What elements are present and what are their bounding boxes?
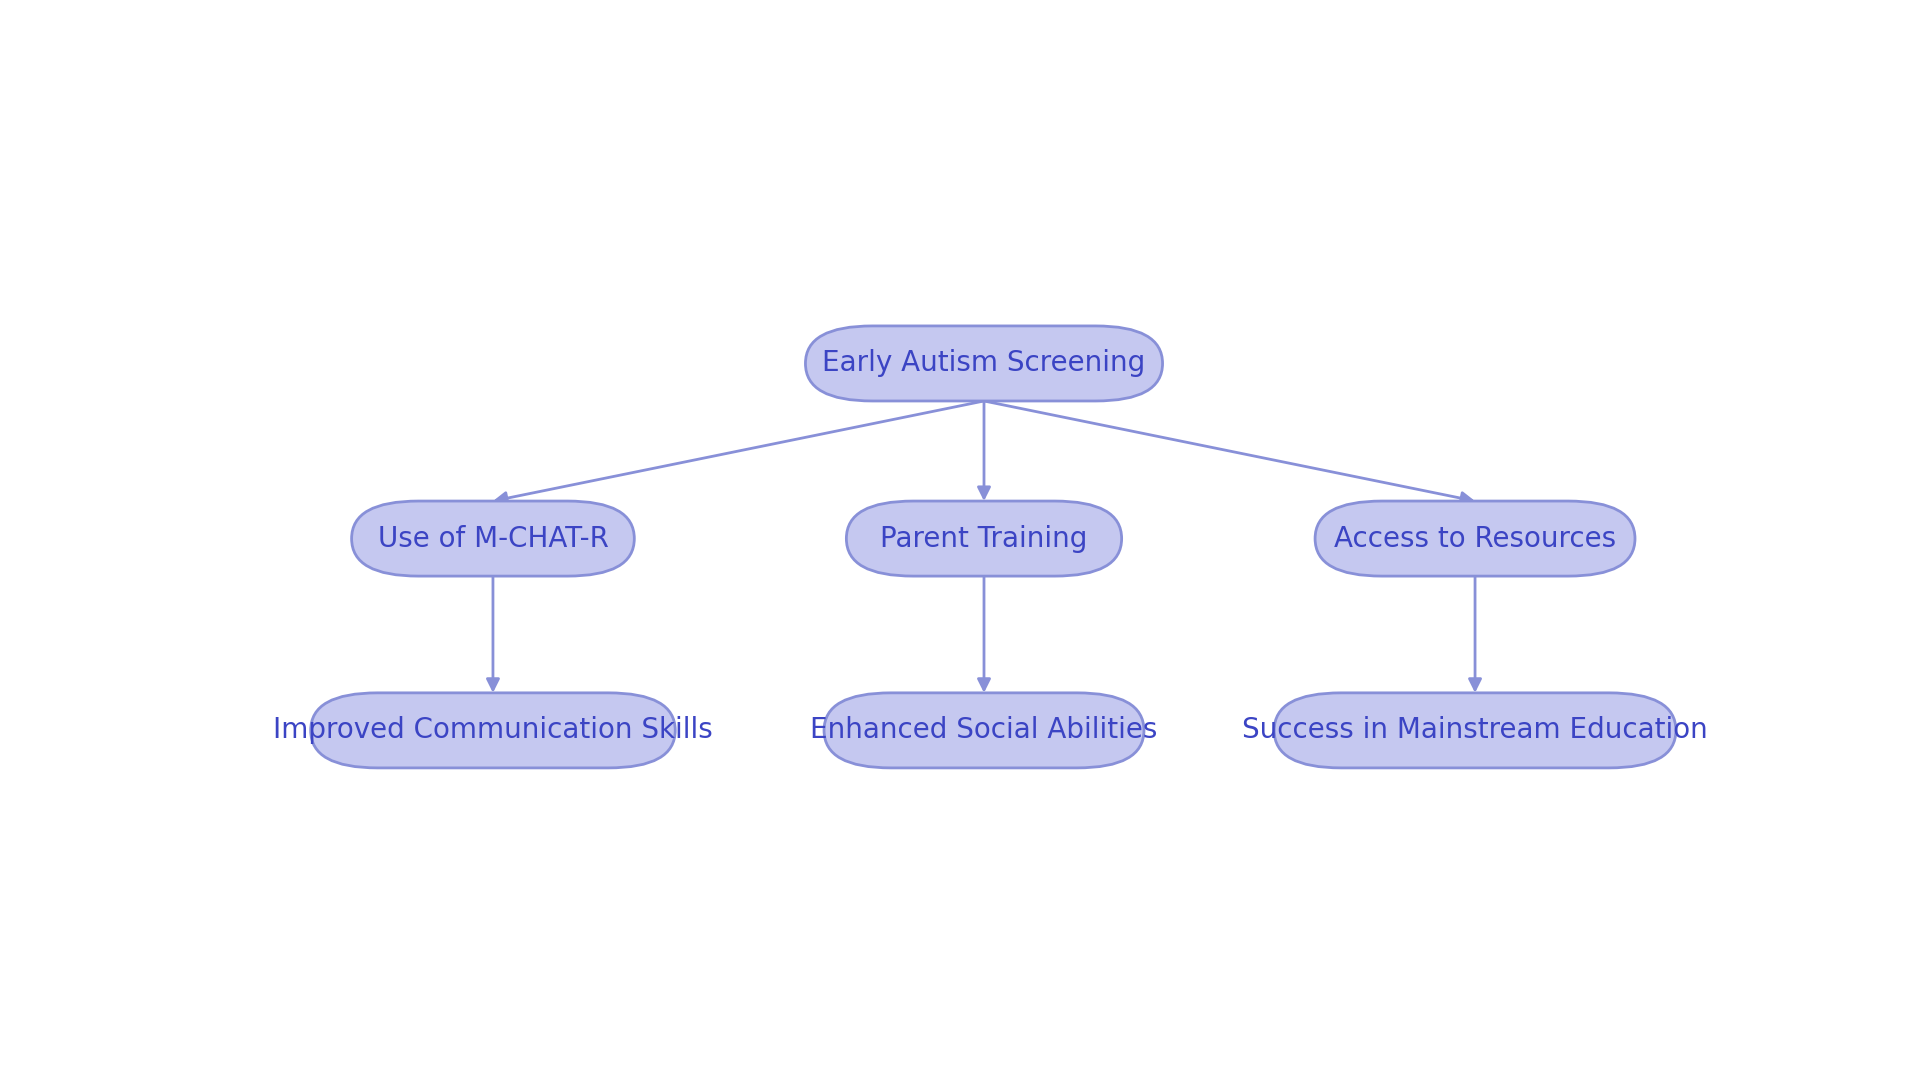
FancyBboxPatch shape [847,501,1121,576]
Text: Access to Resources: Access to Resources [1334,524,1617,552]
Text: Early Autism Screening: Early Autism Screening [822,350,1146,378]
FancyBboxPatch shape [351,501,634,576]
Text: Use of M-CHAT-R: Use of M-CHAT-R [378,524,609,552]
Text: Success in Mainstream Education: Success in Mainstream Education [1242,716,1709,744]
Text: Parent Training: Parent Training [879,524,1089,552]
Text: Enhanced Social Abilities: Enhanced Social Abilities [810,716,1158,744]
FancyBboxPatch shape [806,326,1162,401]
Text: Improved Communication Skills: Improved Communication Skills [273,716,712,744]
FancyBboxPatch shape [311,693,676,768]
FancyBboxPatch shape [824,693,1144,768]
FancyBboxPatch shape [1315,501,1636,576]
FancyBboxPatch shape [1275,693,1676,768]
